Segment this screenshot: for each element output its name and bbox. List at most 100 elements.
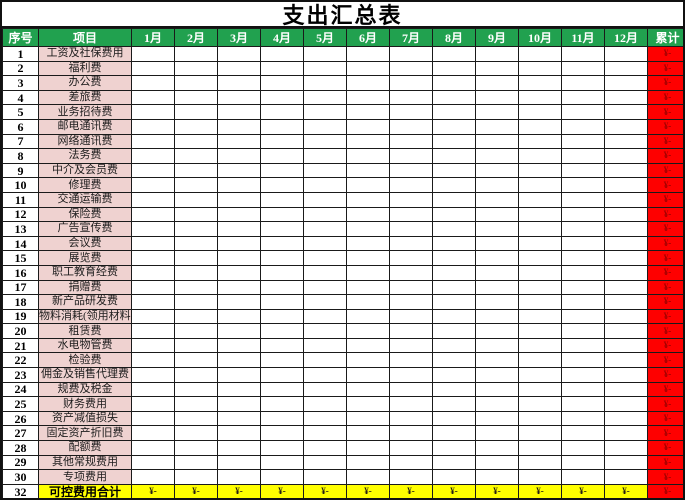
- row-number-cell[interactable]: 23: [2, 367, 39, 383]
- month-value-cell[interactable]: [475, 381, 519, 398]
- month-value-cell[interactable]: [604, 250, 648, 266]
- month-value-cell[interactable]: [260, 308, 304, 325]
- month-value-cell[interactable]: [518, 46, 562, 62]
- month-value-cell[interactable]: [561, 148, 605, 164]
- month-value-cell[interactable]: [561, 89, 605, 106]
- month-value-cell[interactable]: [518, 323, 562, 339]
- month-value-cell[interactable]: [389, 75, 433, 91]
- month-value-cell[interactable]: [131, 294, 175, 310]
- month-value-cell[interactable]: [346, 221, 390, 237]
- col-header-month-6[interactable]: 6月: [346, 28, 390, 47]
- month-value-cell[interactable]: [303, 381, 347, 398]
- month-value-cell[interactable]: [217, 308, 261, 325]
- row-number-cell[interactable]: 15: [2, 250, 39, 266]
- month-value-cell[interactable]: [174, 148, 218, 164]
- month-value-cell[interactable]: [432, 323, 476, 339]
- month-value-cell[interactable]: [303, 367, 347, 383]
- month-value-cell[interactable]: [432, 118, 476, 135]
- total-value-cell[interactable]: ¥-: [647, 469, 683, 485]
- month-value-cell[interactable]: [217, 294, 261, 310]
- row-number-cell[interactable]: 28: [2, 440, 39, 456]
- month-value-cell[interactable]: [561, 323, 605, 339]
- month-value-cell[interactable]: [346, 250, 390, 266]
- month-value-cell[interactable]: [174, 221, 218, 237]
- month-value-cell[interactable]: [432, 177, 476, 193]
- total-value-cell[interactable]: ¥-: [647, 264, 683, 281]
- col-header-month-2[interactable]: 2月: [174, 28, 218, 47]
- total-value-cell[interactable]: ¥-: [647, 483, 683, 498]
- month-value-cell[interactable]: [217, 191, 261, 208]
- month-value-cell[interactable]: [131, 367, 175, 383]
- month-value-cell[interactable]: ¥-: [432, 483, 476, 498]
- month-value-cell[interactable]: [260, 118, 304, 135]
- month-value-cell[interactable]: [217, 60, 261, 77]
- month-value-cell[interactable]: [174, 323, 218, 339]
- col-header-index[interactable]: 序号: [2, 28, 39, 47]
- month-value-cell[interactable]: [303, 177, 347, 193]
- month-value-cell[interactable]: ¥-: [475, 483, 519, 498]
- month-value-cell[interactable]: [432, 308, 476, 325]
- month-value-cell[interactable]: [260, 279, 304, 296]
- month-value-cell[interactable]: [604, 191, 648, 208]
- month-value-cell[interactable]: [432, 46, 476, 62]
- row-number-cell[interactable]: 4: [2, 89, 39, 106]
- month-value-cell[interactable]: [346, 89, 390, 106]
- row-number-cell[interactable]: 18: [2, 294, 39, 310]
- month-value-cell[interactable]: [131, 396, 175, 412]
- month-value-cell[interactable]: [561, 191, 605, 208]
- month-value-cell[interactable]: [389, 133, 433, 150]
- month-value-cell[interactable]: [131, 75, 175, 91]
- month-value-cell[interactable]: [432, 367, 476, 383]
- month-value-cell[interactable]: [346, 60, 390, 77]
- month-value-cell[interactable]: [518, 162, 562, 179]
- item-label-cell[interactable]: 佣金及销售代理费: [38, 367, 132, 383]
- month-value-cell[interactable]: [389, 118, 433, 135]
- month-value-cell[interactable]: [389, 381, 433, 398]
- row-number-cell[interactable]: 22: [2, 352, 39, 369]
- month-value-cell[interactable]: [561, 367, 605, 383]
- row-number-cell[interactable]: 6: [2, 118, 39, 135]
- row-number-cell[interactable]: 26: [2, 410, 39, 427]
- month-value-cell[interactable]: [432, 89, 476, 106]
- month-value-cell[interactable]: [174, 337, 218, 354]
- total-value-cell[interactable]: ¥-: [647, 162, 683, 179]
- month-value-cell[interactable]: [346, 323, 390, 339]
- month-value-cell[interactable]: [475, 425, 519, 442]
- month-value-cell[interactable]: [174, 308, 218, 325]
- month-value-cell[interactable]: [432, 235, 476, 252]
- month-value-cell[interactable]: [346, 191, 390, 208]
- total-value-cell[interactable]: ¥-: [647, 352, 683, 369]
- month-value-cell[interactable]: [303, 352, 347, 369]
- month-value-cell[interactable]: [475, 206, 519, 223]
- month-value-cell[interactable]: [217, 46, 261, 62]
- month-value-cell[interactable]: [475, 133, 519, 150]
- month-value-cell[interactable]: [217, 352, 261, 369]
- month-value-cell[interactable]: [518, 381, 562, 398]
- row-number-cell[interactable]: 21: [2, 337, 39, 354]
- month-value-cell[interactable]: [260, 250, 304, 266]
- month-value-cell[interactable]: [260, 381, 304, 398]
- month-value-cell[interactable]: [174, 410, 218, 427]
- month-value-cell[interactable]: [346, 381, 390, 398]
- month-value-cell[interactable]: [131, 279, 175, 296]
- month-value-cell[interactable]: [389, 264, 433, 281]
- col-header-month-3[interactable]: 3月: [217, 28, 261, 47]
- month-value-cell[interactable]: [174, 133, 218, 150]
- month-value-cell[interactable]: [303, 221, 347, 237]
- month-value-cell[interactable]: [561, 264, 605, 281]
- month-value-cell[interactable]: [346, 367, 390, 383]
- month-value-cell[interactable]: [432, 469, 476, 485]
- item-label-cell[interactable]: 财务费用: [38, 396, 132, 412]
- month-value-cell[interactable]: [260, 337, 304, 354]
- month-value-cell[interactable]: [303, 337, 347, 354]
- month-value-cell[interactable]: [518, 337, 562, 354]
- row-number-cell[interactable]: 14: [2, 235, 39, 252]
- month-value-cell[interactable]: [561, 308, 605, 325]
- col-header-month-1[interactable]: 1月: [131, 28, 175, 47]
- month-value-cell[interactable]: [604, 425, 648, 442]
- row-number-cell[interactable]: 2: [2, 60, 39, 77]
- month-value-cell[interactable]: [303, 104, 347, 120]
- total-value-cell[interactable]: ¥-: [647, 410, 683, 427]
- month-value-cell[interactable]: [346, 177, 390, 193]
- month-value-cell[interactable]: [217, 250, 261, 266]
